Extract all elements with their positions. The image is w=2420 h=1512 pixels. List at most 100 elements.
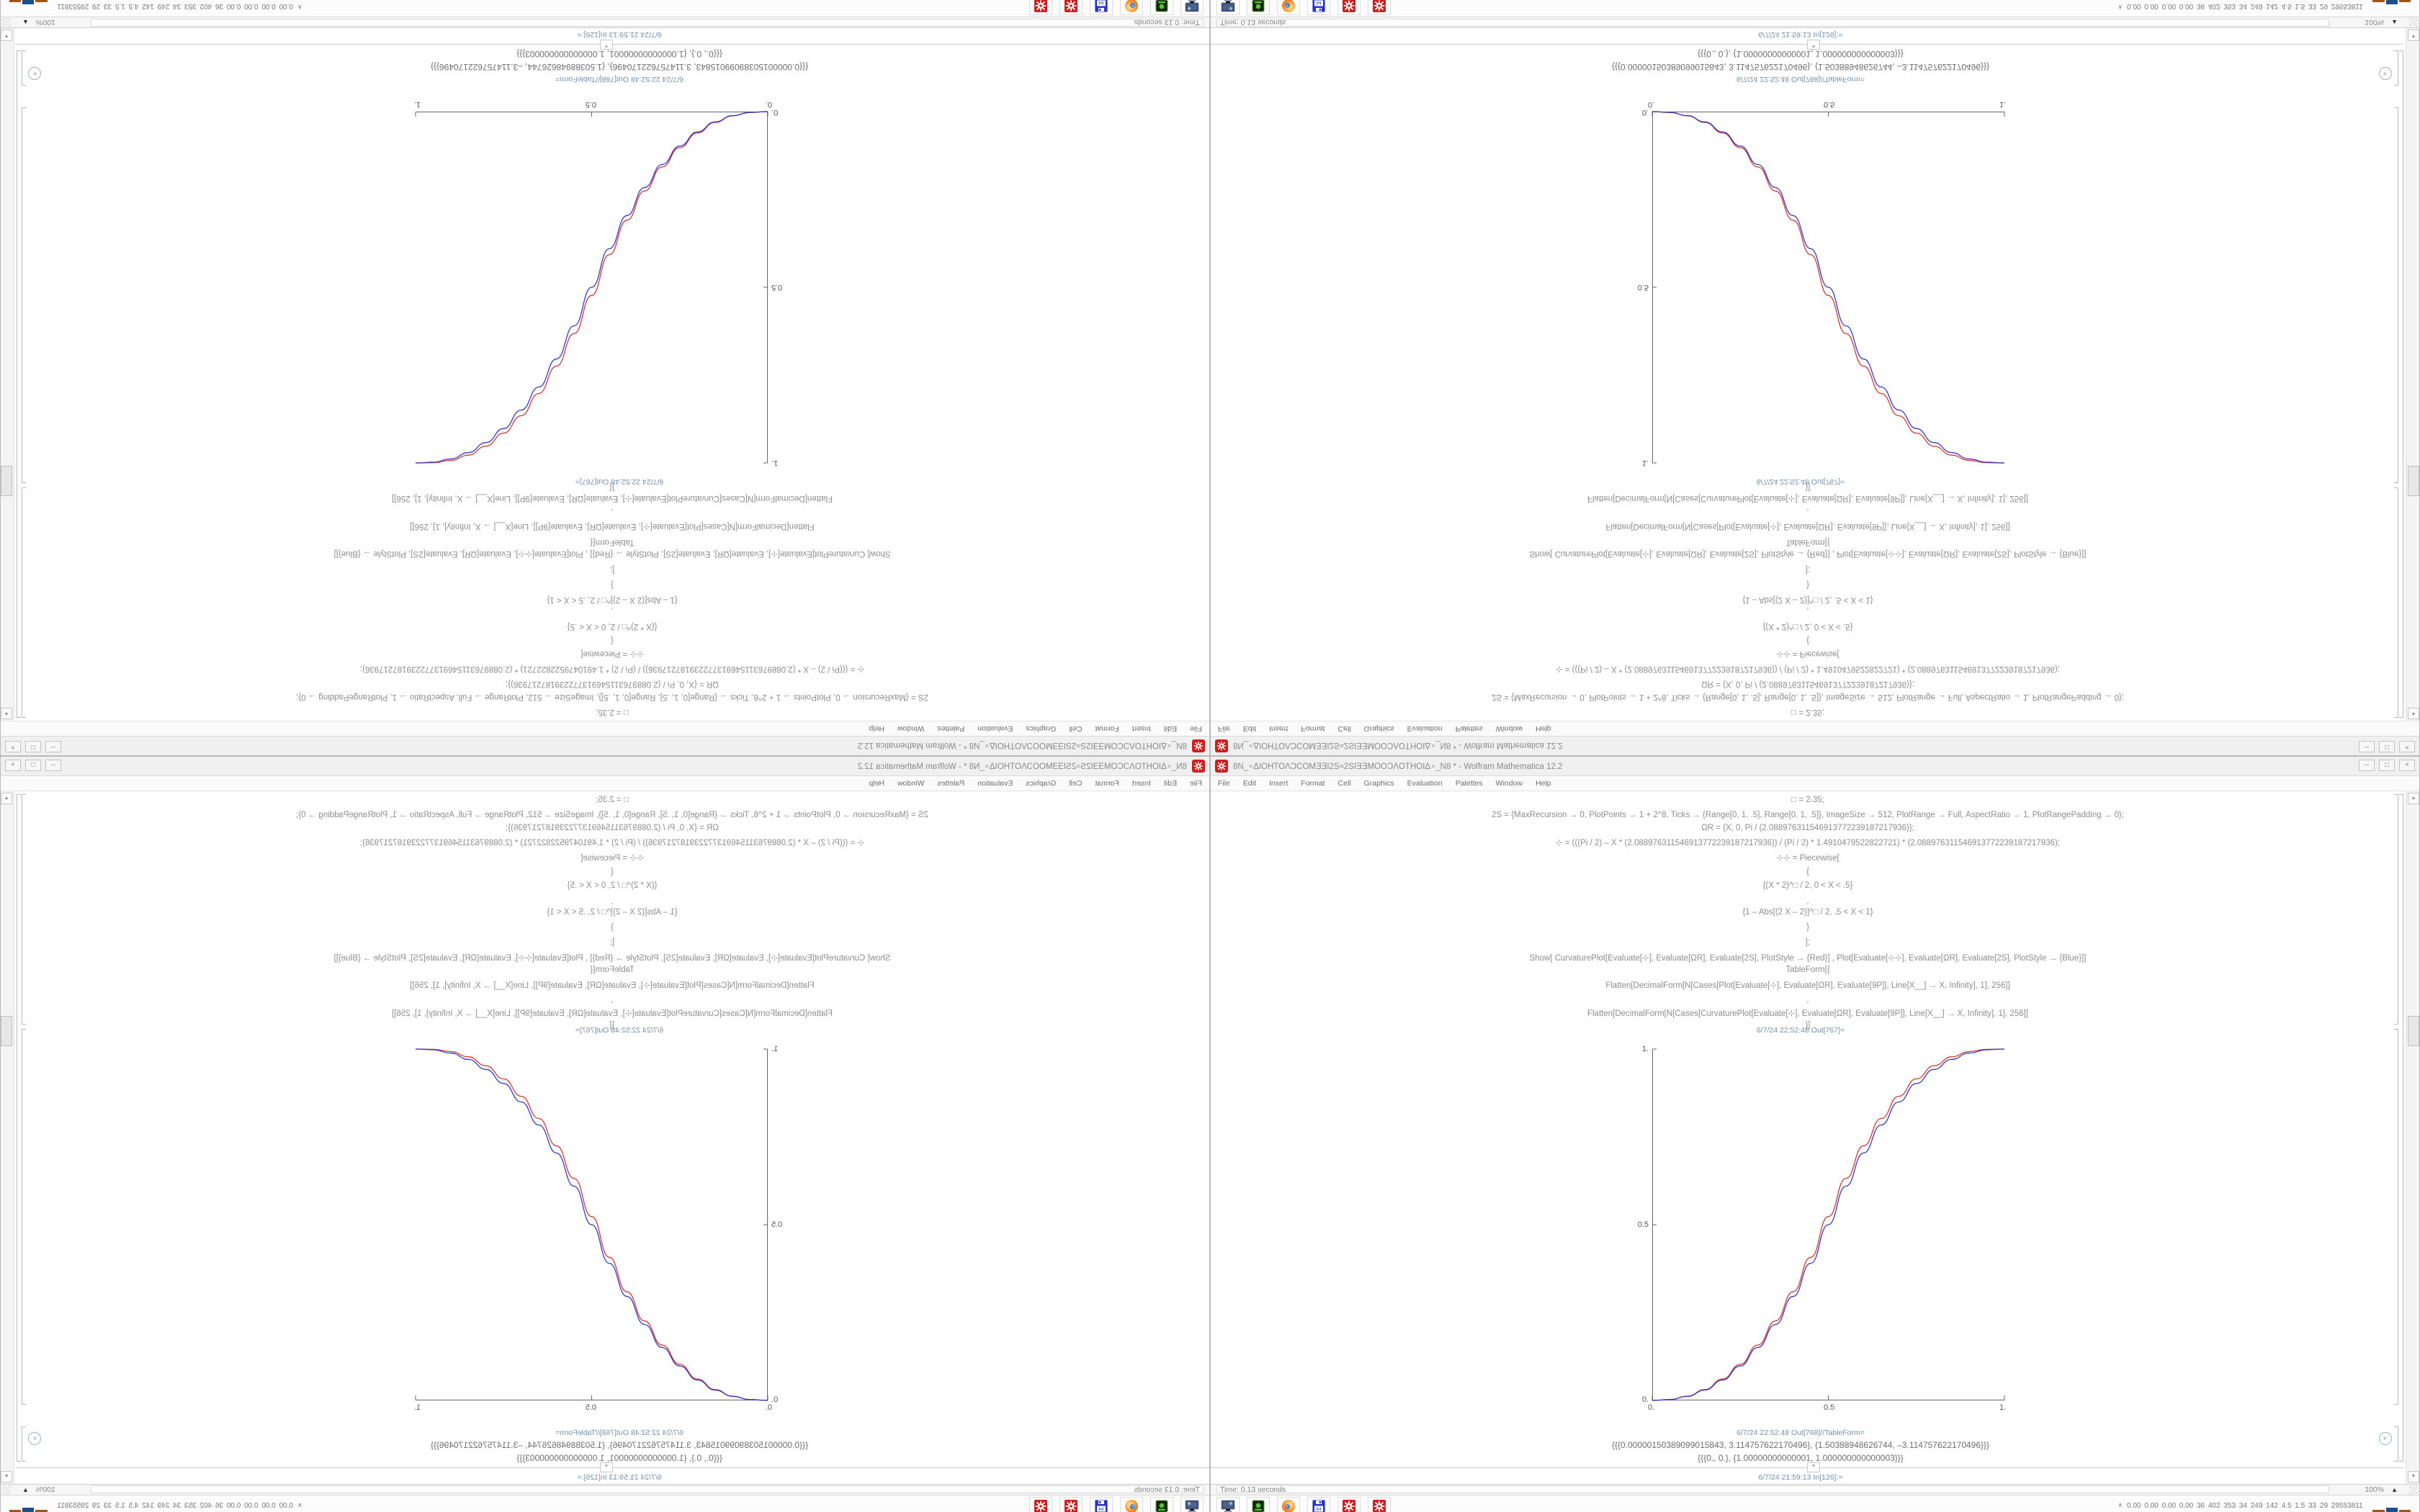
cell-group-collapse-icon[interactable]: » bbox=[2379, 67, 2392, 80]
input-cell-bracket[interactable] bbox=[2394, 487, 2398, 718]
menu-window[interactable]: Window bbox=[897, 779, 925, 788]
menu-format[interactable]: Format bbox=[1301, 724, 1325, 733]
zoom-popup-icon[interactable]: ▲ bbox=[2391, 19, 2398, 26]
menu-palettes[interactable]: Palettes bbox=[1455, 724, 1483, 733]
menu-insert[interactable]: Insert bbox=[1269, 779, 1289, 788]
tray-chevron-icon[interactable]: ∧ bbox=[297, 4, 302, 11]
scroll-up-icon[interactable]: ▲ bbox=[2408, 793, 2419, 804]
code-line[interactable]: { bbox=[1806, 636, 1809, 644]
menu-file[interactable]: File bbox=[1190, 779, 1202, 788]
vertical-scrollbar[interactable]: ▲ ▼ bbox=[1, 28, 14, 721]
zoom-popup-icon[interactable]: ▲ bbox=[2391, 1486, 2398, 1493]
cell-group-bracket[interactable] bbox=[17, 50, 21, 718]
scrollbar-thumb[interactable] bbox=[1, 1016, 12, 1046]
code-line[interactable]: ⊹ = (((Pi / 2) – X * (2.0889763115469137… bbox=[1555, 839, 2061, 847]
mathematica-gear-icon[interactable] bbox=[1029, 1497, 1052, 1512]
code-line[interactable]: Flatten[DecimalForm[N[Cases[Plot[Evaluat… bbox=[1605, 522, 2010, 531]
code-line[interactable]: {(X * 2)^□ / 2, 0 < X < .5} bbox=[1762, 622, 1853, 631]
tray-chevron-icon[interactable]: ∧ bbox=[2118, 1501, 2123, 1508]
firefox-icon[interactable] bbox=[1120, 1497, 1143, 1512]
scroll-down-icon[interactable]: ▼ bbox=[1, 30, 12, 41]
code-line[interactable]: , bbox=[1806, 606, 1809, 615]
code-line[interactable]: } bbox=[611, 923, 614, 932]
menu-edit[interactable]: Edit bbox=[1242, 724, 1257, 733]
mathematica-gear-icon[interactable] bbox=[1368, 0, 1391, 15]
system-monitor-icon[interactable] bbox=[1216, 1497, 1240, 1512]
firefox-icon[interactable] bbox=[1277, 0, 1300, 15]
code-line[interactable]: Flatten[DecimalForm[N[Cases[CurvaturePlo… bbox=[391, 1009, 833, 1018]
menu-evaluation[interactable]: Evaluation bbox=[1407, 724, 1443, 733]
scroll-down-icon[interactable]: ▼ bbox=[2408, 1471, 2419, 1482]
menu-file[interactable]: File bbox=[1218, 779, 1230, 788]
zoom-level[interactable]: 100% bbox=[2365, 1485, 2385, 1494]
code-line[interactable]: , bbox=[1806, 996, 1809, 1004]
output-table-cell-bracket[interactable] bbox=[2394, 50, 2398, 86]
code-line[interactable]: {(X * 2)^□ / 2, 0 < X < .5} bbox=[567, 881, 658, 890]
code-line[interactable]: ΩR = {X, 0, Pi / (2.08897631154691377223… bbox=[1701, 824, 1914, 832]
system-monitor-icon[interactable] bbox=[1216, 0, 1240, 15]
cell-group-collapse-icon[interactable]: » bbox=[28, 1432, 41, 1445]
menu-evaluation[interactable]: Evaluation bbox=[977, 724, 1013, 733]
cell-insertion-bar[interactable]: + bbox=[1211, 1462, 2403, 1472]
output-table-cell-bracket[interactable] bbox=[22, 50, 26, 86]
code-line[interactable]: ⊹ = (((Pi / 2) – X * (2.0889763115469137… bbox=[359, 665, 865, 673]
cell-group-collapse-icon[interactable]: » bbox=[28, 67, 41, 80]
input-cell[interactable]: □ = 2.35; 2S = {MaxRecursion → 0, PlotPoi… bbox=[30, 476, 1195, 721]
vertical-scrollbar[interactable]: ▲ ▼ bbox=[2406, 28, 2419, 721]
code-line[interactable]: □ = 2.35; bbox=[1791, 708, 1824, 716]
code-line[interactable]: TableForm[{ bbox=[1785, 538, 1830, 546]
insert-cell-plus-icon[interactable]: + bbox=[600, 40, 613, 50]
input-cell[interactable]: □ = 2.35; 2S = {MaxRecursion → 0, PlotPoi… bbox=[1225, 476, 2390, 721]
menu-help[interactable]: Help bbox=[1536, 779, 1551, 788]
code-line[interactable]: Flatten[DecimalForm[N[Cases[CurvaturePlo… bbox=[1587, 494, 2029, 503]
cell-group-bracket[interactable] bbox=[2399, 794, 2403, 1462]
scroll-up-icon[interactable]: ▲ bbox=[1, 708, 12, 719]
code-line[interactable]: 2S = {MaxRecursion → 0, PlotPoints → 1 +… bbox=[1492, 693, 2124, 701]
menu-edit[interactable]: Edit bbox=[1242, 779, 1257, 788]
scrollbar-thumb[interactable] bbox=[2408, 466, 2419, 496]
code-line[interactable]: Show[ CurvaturePlot[Evaluate[⊹], Evaluat… bbox=[333, 954, 891, 963]
resize-grip[interactable] bbox=[2409, 1485, 2419, 1494]
menu-format[interactable]: Format bbox=[1095, 779, 1119, 788]
menu-cell[interactable]: Cell bbox=[1069, 724, 1083, 733]
code-line[interactable]: Flatten[DecimalForm[N[Cases[CurvaturePlo… bbox=[1587, 1009, 2029, 1018]
minimize-button[interactable]: – bbox=[2359, 741, 2375, 752]
zoom-popup-icon[interactable]: ▲ bbox=[22, 1486, 29, 1493]
floppy-64-icon[interactable]: 64 bbox=[1307, 0, 1330, 15]
code-line[interactable]: , bbox=[611, 606, 614, 615]
code-line[interactable]: } bbox=[611, 580, 614, 589]
minimize-button[interactable]: – bbox=[45, 760, 61, 771]
window-titlebar[interactable]: 8N_∘ΔIOHTOΛƆCOMƎƎI2S≈2SIƎƎMOOƆΛOTHOIΔ∘_N… bbox=[1211, 757, 2419, 776]
code-line[interactable]: Show[ CurvaturePlot[Evaluate[⊹], Evaluat… bbox=[1529, 954, 2087, 963]
vertical-scrollbar[interactable]: ▲ ▼ bbox=[1, 791, 14, 1484]
code-line[interactable]: {1 – Abs[(2 X – 2)]^□ / 2, .5 < X < 1} bbox=[1742, 908, 1873, 917]
code-line[interactable]: Flatten[DecimalForm[N[Cases[Plot[Evaluat… bbox=[410, 522, 815, 531]
code-line[interactable]: ]; bbox=[1805, 938, 1811, 947]
code-line[interactable]: { bbox=[1806, 868, 1809, 876]
code-line[interactable]: , bbox=[611, 508, 614, 516]
code-line[interactable]: TableForm[{ bbox=[590, 966, 635, 974]
floppy-64-icon[interactable]: 64 bbox=[1090, 1497, 1113, 1512]
scroll-up-icon[interactable]: ▲ bbox=[2408, 708, 2419, 719]
menu-format[interactable]: Format bbox=[1301, 779, 1325, 788]
menu-edit[interactable]: Edit bbox=[1163, 779, 1178, 788]
code-line[interactable]: ]; bbox=[609, 565, 615, 574]
vertical-scrollbar[interactable]: ▲ ▼ bbox=[2406, 791, 2419, 1484]
code-line[interactable]: } bbox=[1806, 923, 1809, 932]
code-line[interactable]: ⊹⊹ = Piecewise[ bbox=[581, 854, 644, 863]
floppy-64-icon[interactable]: 64 bbox=[1090, 0, 1113, 15]
code-line[interactable]: 2S = {MaxRecursion → 0, PlotPoints → 1 +… bbox=[296, 693, 928, 701]
output-table-cell-bracket[interactable] bbox=[2394, 1426, 2398, 1462]
code-line[interactable]: ]; bbox=[1805, 565, 1811, 574]
close-button[interactable]: × bbox=[5, 741, 21, 752]
scroll-up-icon[interactable]: ▲ bbox=[1, 793, 12, 804]
code-line[interactable]: 2S = {MaxRecursion → 0, PlotPoints → 1 +… bbox=[296, 811, 928, 819]
resize-grip[interactable] bbox=[1, 1485, 11, 1494]
input-cell[interactable]: □ = 2.35; 2S = {MaxRecursion → 0, PlotPoi… bbox=[1225, 791, 2390, 1036]
menu-cell[interactable]: Cell bbox=[1069, 779, 1083, 788]
tray-chevron-icon[interactable]: ∧ bbox=[2118, 4, 2123, 11]
code-line[interactable]: □ = 2.35; bbox=[1791, 796, 1824, 804]
window-titlebar[interactable]: 8N_∘ΔIOHTOΛƆCOMƎƎI2S≈2SIƎƎMOOƆΛOTHOIΔ∘_N… bbox=[1, 757, 1209, 776]
output-table-cell-bracket[interactable] bbox=[22, 1426, 26, 1462]
notebook-content[interactable]: □ = 2.35; 2S = {MaxRecursion → 0, PlotPoi… bbox=[1211, 791, 2419, 1484]
